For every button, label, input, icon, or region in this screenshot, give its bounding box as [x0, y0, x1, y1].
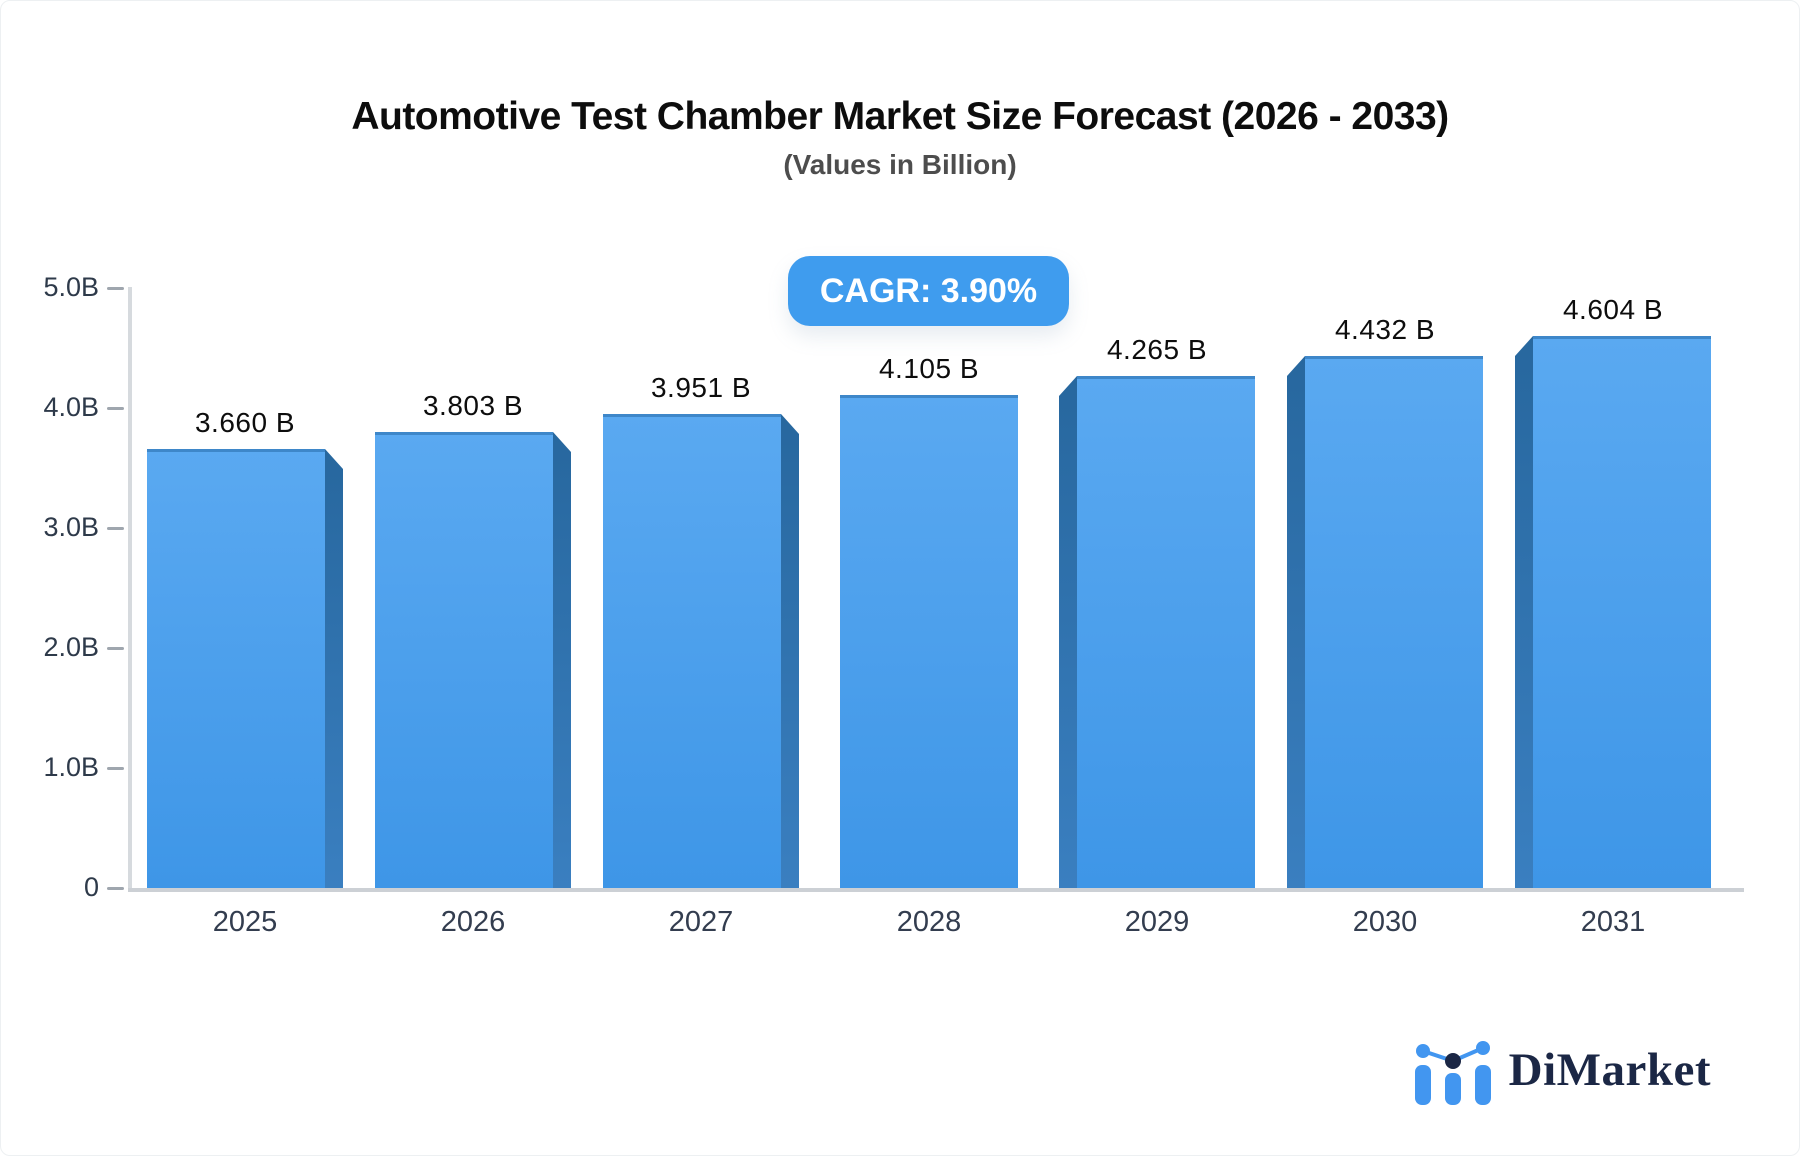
y-axis-tick-label: 5.0B [43, 272, 99, 302]
bar-2027 [603, 414, 781, 888]
y-axis-tick-label: 1.0B [43, 752, 99, 782]
y-axis-tick-label: 0 [83, 872, 99, 902]
cagr-badge: CAGR: 3.90% [788, 256, 1069, 326]
x-axis-year-label: 2027 [668, 906, 734, 938]
bar-2030 [1305, 356, 1483, 888]
x-axis-year-label: 2025 [212, 906, 278, 938]
bar-value-label: 3.660 B [194, 407, 296, 438]
dimarket-logo: DiMarket [1409, 1033, 1711, 1107]
x-axis-year-label: 2031 [1580, 906, 1646, 938]
bar-value-label: 4.604 B [1562, 294, 1664, 325]
chart-title: Automotive Test Chamber Market Size Fore… [351, 95, 1449, 138]
y-axis-tick-mark [107, 287, 124, 290]
x-axis-year-label: 2028 [896, 906, 962, 938]
bar-value-label: 4.432 B [1334, 314, 1436, 345]
bar-2026 [375, 432, 553, 888]
x-axis-year-label: 2030 [1352, 906, 1418, 938]
bar-2028 [840, 395, 1018, 888]
y-axis-tick-mark [107, 647, 124, 650]
x-axis-year-label: 2029 [1124, 906, 1190, 938]
bar-side-face [1287, 356, 1305, 888]
y-axis-tick-mark [107, 887, 124, 890]
dimarket-logo-text: DiMarket [1508, 1044, 1711, 1096]
y-axis-line [128, 287, 132, 892]
chart-subtitle: (Values in Billion) [783, 149, 1017, 180]
bar-value-label: 3.951 B [650, 372, 752, 403]
y-axis-tick-mark [107, 767, 124, 770]
y-axis-tick-mark [107, 407, 124, 410]
y-axis-tick-label: 4.0B [43, 392, 99, 422]
y-axis-tick-label: 2.0B [43, 632, 99, 662]
x-axis-year-label: 2026 [440, 906, 506, 938]
x-axis-baseline [128, 888, 1744, 892]
bar-value-label: 4.265 B [1106, 334, 1208, 365]
bar-2029 [1077, 376, 1255, 888]
y-axis-tick-mark [107, 527, 124, 530]
bar-value-label: 3.803 B [422, 390, 524, 421]
bar-side-face [1515, 336, 1533, 888]
cagr-badge-label: CAGR: 3.90% [819, 271, 1038, 310]
bar-2025 [147, 449, 325, 888]
bar-2031 [1533, 336, 1711, 888]
mini-bar-chart-with-dots-icon [1414, 1041, 1491, 1105]
bar-side-face [781, 414, 799, 888]
bar-side-face [325, 449, 343, 888]
bar-side-face [1059, 376, 1077, 888]
bar-side-face [553, 432, 571, 888]
bar-value-label: 4.105 B [878, 353, 980, 384]
y-axis-tick-label: 3.0B [43, 512, 99, 542]
